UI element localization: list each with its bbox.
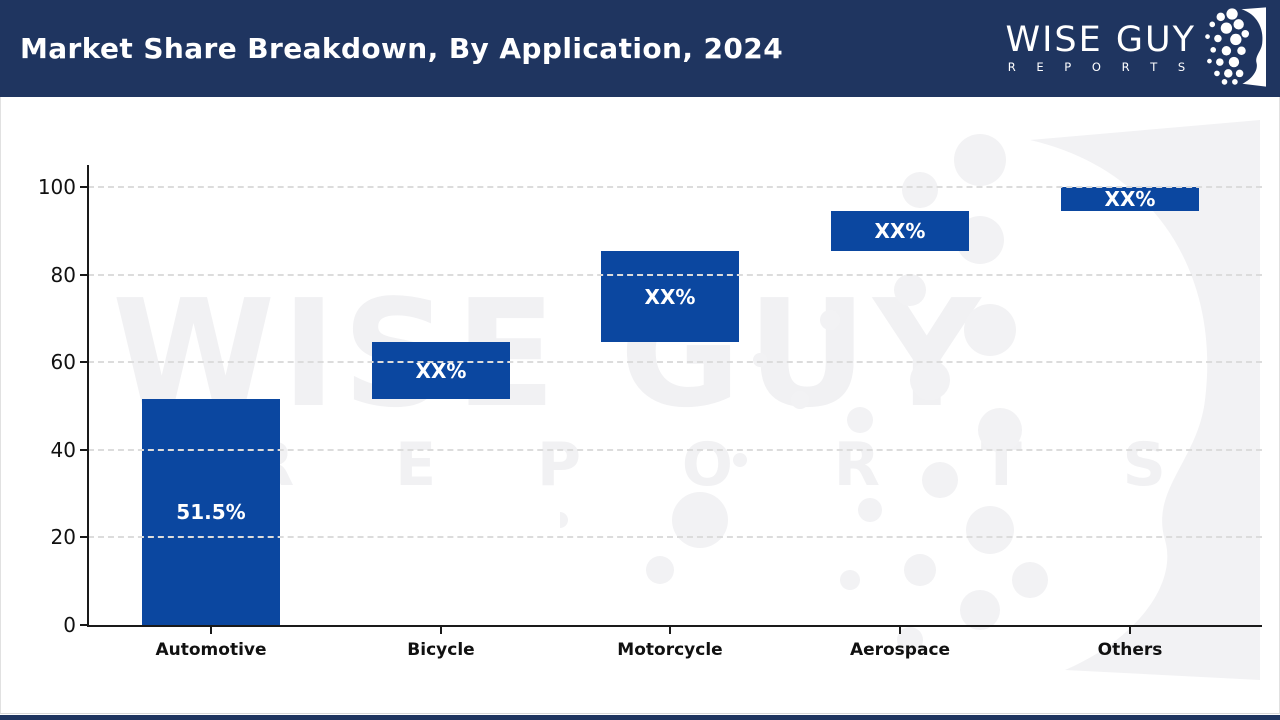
bar-value-label: XX% [1104,187,1156,211]
left-border [0,97,1,714]
x-tick-mark [210,627,212,634]
y-tick-label: 0 [63,613,76,637]
y-tick-mark [80,624,87,626]
y-tick-mark [80,536,87,538]
page-title: Market Share Breakdown, By Application, … [20,32,784,65]
bar-value-label: XX% [874,219,926,243]
wise-guy-logo: WISE GUY R E P O R T S [1005,6,1266,92]
dotted-face-icon [1200,6,1266,92]
x-tick-mark [440,627,442,634]
header-bar: Market Share Breakdown, By Application, … [0,0,1280,97]
logo-text: WISE GUY R E P O R T S [1005,23,1196,74]
gridline-100 [88,186,1262,188]
bottom-hairline [0,713,1280,714]
bar-value-label: 51.5% [176,500,246,524]
y-tick-mark [80,449,87,451]
y-axis-line [87,165,89,627]
gridline-60 [88,361,1262,363]
y-tick-label: 100 [37,175,76,199]
gridline-40 [88,449,1262,451]
logo-wordmark: WISE GUY [1005,20,1196,61]
x-category-label-automotive: Automotive [155,640,267,660]
bar-aerospace: XX% [831,211,969,251]
bar-automotive: 51.5% [142,399,280,625]
x-category-label-bicycle: Bicycle [407,640,475,660]
gridline-20 [88,536,1262,538]
y-tick-mark [80,186,87,188]
bar-value-label: XX% [415,358,467,383]
x-category-label-aerospace: Aerospace [849,640,951,660]
logo-subtitle: R E P O R T S [1007,60,1194,75]
x-tick-mark [669,627,671,634]
x-axis-line [87,625,1262,627]
bar-bicycle: XX% [372,342,510,399]
y-tick-label: 40 [50,438,76,462]
bar-value-label: XX% [644,284,696,309]
y-tick-label: 80 [50,263,76,287]
x-tick-mark [899,627,901,634]
y-tick-mark [80,274,87,276]
x-category-label-others: Others [1097,640,1163,660]
footer-bar [0,715,1280,720]
x-category-label-motorcycle: Motorcycle [617,640,723,660]
watermark-face-graphic [552,100,1260,684]
x-tick-mark [1129,627,1131,634]
bar-others: XX% [1061,187,1199,211]
y-tick-label: 20 [50,525,76,549]
gridline-80 [88,274,1262,276]
y-tick-mark [80,361,87,363]
bar-motorcycle: XX% [601,251,739,342]
y-tick-label: 60 [50,350,76,374]
